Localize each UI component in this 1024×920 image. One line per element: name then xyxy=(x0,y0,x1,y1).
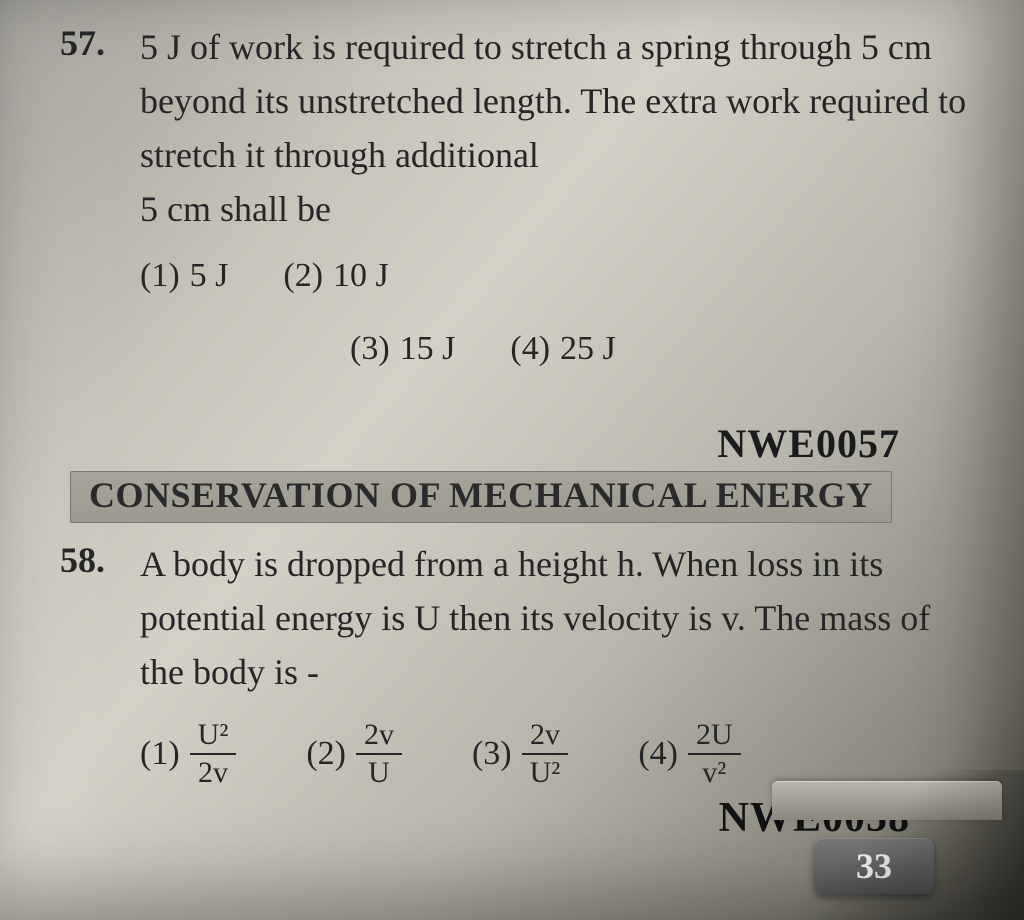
question-text: 5 J of work is required to stretch a spr… xyxy=(140,20,980,374)
section-banner-row: CONSERVATION OF MECHANICAL ENERGY xyxy=(60,467,980,523)
option-value: 10 J xyxy=(333,250,389,301)
q58-option-4: (4) 2U v² xyxy=(638,719,740,788)
fraction-numerator: 2v xyxy=(522,719,568,755)
fraction-numerator: 2U xyxy=(688,719,741,755)
fraction-numerator: 2v xyxy=(356,719,402,755)
q57-options-row2: (3) 15 J (4) 25 J xyxy=(350,323,980,374)
question-number: 58. xyxy=(60,537,140,788)
option-value: 5 J xyxy=(190,250,229,301)
fraction: 2v U xyxy=(356,719,402,788)
fraction-denominator: U xyxy=(360,755,398,789)
option-label: (2) xyxy=(306,728,346,779)
question-58: 58. A body is dropped from a height h. W… xyxy=(60,537,980,788)
question-number: 57. xyxy=(60,20,140,374)
fraction: 2U v² xyxy=(688,719,741,788)
option-label: (4) xyxy=(638,728,678,779)
option-label: (1) xyxy=(140,728,180,779)
option-label: (2) xyxy=(283,250,323,301)
textbook-page: 57. 5 J of work is required to stretch a… xyxy=(0,0,1024,920)
q57-option-3: (3) 15 J xyxy=(350,323,455,374)
q58-option-1: (1) U² 2v xyxy=(140,719,236,788)
option-value: 15 J xyxy=(400,323,456,374)
q58-option-2: (2) 2v U xyxy=(306,719,402,788)
page-curl-tab xyxy=(772,781,1002,820)
question-text: A body is dropped from a height h. When … xyxy=(140,537,980,788)
fraction-denominator: U² xyxy=(522,755,569,789)
section-code-row: NWE0057 xyxy=(60,420,980,467)
fraction: 2v U² xyxy=(522,719,569,788)
question-57: 57. 5 J of work is required to stretch a… xyxy=(60,20,980,374)
option-label: (4) xyxy=(510,323,550,374)
q57-text-part2: 5 cm shall be xyxy=(140,189,331,229)
option-label: (3) xyxy=(472,728,512,779)
fraction-denominator: 2v xyxy=(190,755,236,789)
q58-option-3: (3) 2v U² xyxy=(472,719,568,788)
fraction-numerator: U² xyxy=(190,719,237,755)
fraction-denominator: v² xyxy=(694,755,734,789)
option-label: (1) xyxy=(140,250,180,301)
content-area: 57. 5 J of work is required to stretch a… xyxy=(60,20,980,842)
option-label: (3) xyxy=(350,323,390,374)
q57-option-4: (4) 25 J xyxy=(510,323,615,374)
q57-option-1: (1) 5 J xyxy=(140,250,228,301)
q57-option-2: (2) 10 J xyxy=(283,250,388,301)
q58-options: (1) U² 2v (2) 2v U (3) xyxy=(140,719,980,788)
q58-text: A body is dropped from a height h. When … xyxy=(140,544,930,692)
q57-text-part1: 5 J of work is required to stretch a spr… xyxy=(140,27,966,175)
option-value: 25 J xyxy=(560,323,616,374)
section-banner: CONSERVATION OF MECHANICAL ENERGY xyxy=(70,471,892,523)
fraction: U² 2v xyxy=(190,719,237,788)
q57-options: (1) 5 J (2) 10 J xyxy=(140,250,980,301)
page-number-badge: 33 xyxy=(814,838,934,894)
question-code: NWE0057 xyxy=(717,421,900,466)
